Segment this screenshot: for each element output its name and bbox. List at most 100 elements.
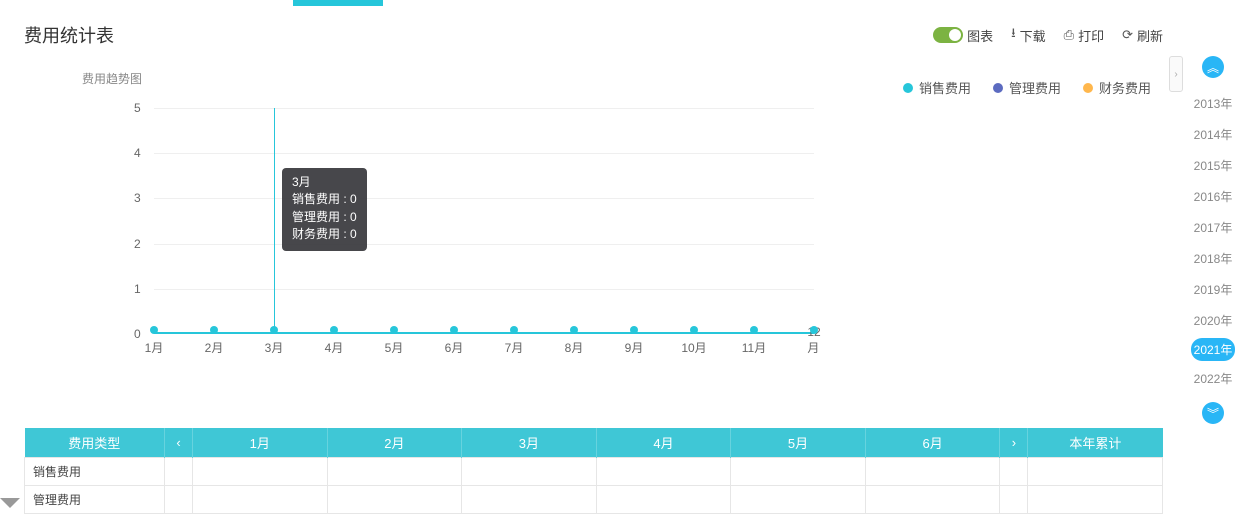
year-rail: ︽ 2013年2014年2015年2016年2017年2018年2019年202…: [1187, 56, 1239, 434]
chart-x-tick-label: 2月: [205, 339, 224, 356]
chart-y-tick-label: 2: [134, 237, 141, 251]
chart-x-tick-label: 11月: [742, 339, 766, 356]
chart-x-tick-label: 8月: [565, 339, 584, 356]
chart-y-tick-label: 3: [134, 191, 141, 205]
download-label: 下载: [1020, 26, 1046, 45]
panel-actions: 图表 ⭳ 下载 ⎙ 打印 ⟳ 刷新: [933, 24, 1163, 46]
download-button[interactable]: ⭳ 下载: [1011, 24, 1046, 46]
download-icon: ⭳: [1011, 24, 1016, 46]
table-cell-value: [193, 458, 328, 486]
table-cell-type: 管理费用: [25, 486, 165, 514]
chart-y-tick-label: 4: [134, 146, 141, 160]
year-scroll-down-button[interactable]: ︾: [1202, 402, 1224, 424]
top-accent-bar: [293, 0, 383, 6]
chart-data-point[interactable]: [750, 326, 758, 334]
refresh-label: 刷新: [1137, 26, 1163, 45]
year-item[interactable]: 2020年: [1187, 305, 1239, 336]
table-col-month: 4月: [596, 428, 731, 458]
table-cell-type: 销售费用: [25, 458, 165, 486]
table-col-month: 2月: [327, 428, 462, 458]
legend-label: 销售费用: [919, 78, 971, 97]
chart-gridline: [154, 108, 814, 109]
year-item[interactable]: 2022年: [1187, 363, 1239, 394]
legend-item[interactable]: 财务费用: [1083, 78, 1151, 97]
year-item[interactable]: 2013年: [1187, 88, 1239, 119]
chart-plot-area[interactable]: 0123451月2月3月4月5月6月7月8月9月10月11月12月3月销售费用 …: [154, 108, 814, 334]
chart-data-point[interactable]: [630, 326, 638, 334]
table-header-row: 费用类型‹1月2月3月4月5月6月›本年累计: [25, 428, 1163, 458]
year-item[interactable]: 2016年: [1187, 181, 1239, 212]
chart-data-point[interactable]: [390, 326, 398, 334]
chart-gridline: [154, 153, 814, 154]
chart-legend: 销售费用 管理费用 财务费用: [903, 78, 1151, 97]
refresh-button[interactable]: ⟳ 刷新: [1122, 26, 1163, 45]
table-cell-value: [193, 486, 328, 514]
table-cell-spacer: [1000, 458, 1028, 486]
chevron-up-icon: ︽: [1207, 59, 1219, 76]
table-body: 销售费用管理费用: [25, 458, 1163, 514]
chart-data-point[interactable]: [690, 326, 698, 334]
table-cell-spacer: [165, 486, 193, 514]
table-cell-value: [462, 486, 597, 514]
table-cell-value: [327, 458, 462, 486]
chart-data-point[interactable]: [810, 326, 818, 334]
chart-data-point[interactable]: [450, 326, 458, 334]
table-col-month: 1月: [193, 428, 328, 458]
table-col-total: 本年累计: [1028, 428, 1163, 458]
chart-x-tick-label: 4月: [325, 339, 344, 356]
year-scroll-up-button[interactable]: ︽: [1202, 56, 1224, 78]
chart-data-point[interactable]: [330, 326, 338, 334]
table-col-month: 3月: [462, 428, 597, 458]
chart-gridline: [154, 289, 814, 290]
chart-x-tick-label: 3月: [265, 339, 284, 356]
chart-gridline: [154, 198, 814, 199]
table-row: 销售费用: [25, 458, 1163, 486]
legend-dot-icon: [903, 83, 913, 93]
legend-item[interactable]: 销售费用: [903, 78, 971, 97]
chart-data-point[interactable]: [570, 326, 578, 334]
chart-x-tick-label: 9月: [625, 339, 644, 356]
table-cell-spacer: [165, 458, 193, 486]
table-cell-value: [462, 458, 597, 486]
chart-y-tick-label: 5: [134, 101, 141, 115]
legend-label: 财务费用: [1099, 78, 1151, 97]
print-button[interactable]: ⎙ 打印: [1064, 26, 1104, 45]
chart-x-tick-label: 1月: [145, 339, 164, 356]
chart-data-point[interactable]: [510, 326, 518, 334]
year-item[interactable]: 2018年: [1187, 243, 1239, 274]
year-item[interactable]: 2015年: [1187, 150, 1239, 181]
table-cell-spacer: [1000, 486, 1028, 514]
chart-subtitle: 费用趋势图: [82, 70, 142, 87]
year-item[interactable]: 2017年: [1187, 212, 1239, 243]
legend-label: 管理费用: [1009, 78, 1061, 97]
chart-data-point[interactable]: [150, 326, 158, 334]
table-prev-months-button[interactable]: ‹: [165, 428, 193, 458]
table-cell-value: [596, 486, 731, 514]
chart-x-tick-label: 6月: [445, 339, 464, 356]
legend-item[interactable]: 管理费用: [993, 78, 1061, 97]
year-item[interactable]: 2014年: [1187, 119, 1239, 150]
corner-marker: [0, 498, 20, 508]
table-next-months-button[interactable]: ›: [1000, 428, 1028, 458]
year-item[interactable]: 2021年: [1191, 338, 1235, 361]
table-cell-value: [327, 486, 462, 514]
toggle-switch-icon: [933, 27, 963, 43]
trend-chart: 费用趋势图 销售费用 管理费用 财务费用 0123451月2月3月4月5月6月7月8…: [24, 64, 1163, 394]
chart-crosshair: [274, 108, 275, 334]
sidebar-collapse-handle[interactable]: ›: [1169, 56, 1183, 92]
chevron-right-icon: ›: [1174, 69, 1177, 80]
chart-toggle[interactable]: 图表: [933, 26, 993, 45]
chart-data-point[interactable]: [210, 326, 218, 334]
table-col-month: 5月: [731, 428, 866, 458]
legend-dot-icon: [993, 83, 1003, 93]
year-item[interactable]: 2019年: [1187, 274, 1239, 305]
expense-table: 费用类型‹1月2月3月4月5月6月›本年累计 销售费用管理费用: [24, 428, 1163, 514]
chart-x-tick-label: 7月: [505, 339, 524, 356]
table-row: 管理费用: [25, 486, 1163, 514]
year-list: 2013年2014年2015年2016年2017年2018年2019年2020年…: [1187, 88, 1239, 394]
table-cell-value: [731, 458, 866, 486]
print-label: 打印: [1078, 26, 1104, 45]
table-col-month: 6月: [865, 428, 1000, 458]
main-panel: 费用统计表 图表 ⭳ 下载 ⎙ 打印 ⟳ 刷新 费用趋势图 销售费用管理费用财务…: [24, 18, 1163, 514]
refresh-icon: ⟳: [1122, 27, 1133, 43]
